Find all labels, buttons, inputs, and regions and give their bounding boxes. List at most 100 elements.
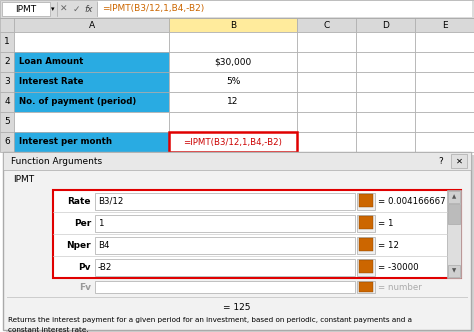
Bar <box>169 92 297 112</box>
Bar <box>169 112 297 132</box>
Text: 1: 1 <box>98 218 103 227</box>
Text: C: C <box>323 21 329 30</box>
Bar <box>6 155 474 332</box>
Bar <box>415 132 474 152</box>
Bar <box>0 32 14 52</box>
Text: 1: 1 <box>4 38 10 46</box>
Bar <box>359 282 373 292</box>
Text: constant interest rate.: constant interest rate. <box>8 327 89 332</box>
Bar <box>297 112 356 132</box>
Bar <box>415 32 474 52</box>
Text: Pv: Pv <box>79 263 91 272</box>
Bar <box>2 2 50 16</box>
Bar <box>357 281 375 293</box>
Text: = number: = number <box>378 283 422 291</box>
Text: B: B <box>230 21 236 30</box>
Text: D: D <box>382 21 389 30</box>
Bar <box>95 259 355 276</box>
Bar <box>297 132 356 152</box>
Text: 5: 5 <box>4 118 10 126</box>
Text: 2: 2 <box>4 57 10 66</box>
Bar <box>359 238 373 251</box>
Bar <box>169 52 297 72</box>
Bar <box>415 92 474 112</box>
Text: =IPMT(B3/12,1,B4,-B2): =IPMT(B3/12,1,B4,-B2) <box>102 5 204 14</box>
Text: Nper: Nper <box>66 240 91 250</box>
Bar <box>415 112 474 132</box>
Bar <box>357 236 375 254</box>
Bar <box>356 112 415 132</box>
Bar <box>95 193 355 209</box>
Text: = -30000: = -30000 <box>378 263 419 272</box>
Bar <box>448 265 460 277</box>
Bar <box>297 32 356 52</box>
Bar <box>415 72 474 92</box>
Bar <box>356 52 415 72</box>
Text: ?: ? <box>438 156 443 165</box>
Bar <box>14 132 169 152</box>
Bar <box>53 190 461 278</box>
Bar <box>95 281 355 293</box>
Text: fx: fx <box>85 5 93 14</box>
Text: 4: 4 <box>4 98 10 107</box>
Text: ▲: ▲ <box>452 195 456 200</box>
Text: Interest Rate: Interest Rate <box>19 77 83 87</box>
Text: 12: 12 <box>228 98 239 107</box>
Text: = 0.004166667: = 0.004166667 <box>378 197 446 206</box>
Text: = 125: = 125 <box>223 302 251 311</box>
Text: = 12: = 12 <box>378 240 399 250</box>
Text: B3/12: B3/12 <box>98 197 123 206</box>
Bar <box>0 52 14 72</box>
Bar <box>357 193 375 209</box>
Bar <box>0 72 14 92</box>
Bar <box>14 112 169 132</box>
Text: Interest per month: Interest per month <box>19 137 112 146</box>
Bar <box>448 204 460 224</box>
Bar <box>95 236 355 254</box>
Bar <box>0 92 14 112</box>
Bar <box>169 132 297 152</box>
Text: =IPMT(B3/12,1,B4,-B2): =IPMT(B3/12,1,B4,-B2) <box>183 137 283 146</box>
Bar <box>14 18 169 32</box>
Text: Function Arguments: Function Arguments <box>11 156 102 165</box>
Bar <box>297 52 356 72</box>
Bar <box>0 18 14 32</box>
Text: Rate: Rate <box>67 197 91 206</box>
Bar <box>95 214 355 231</box>
Bar <box>297 18 356 32</box>
Text: ▼: ▼ <box>452 269 456 274</box>
Bar <box>415 52 474 72</box>
Bar <box>356 132 415 152</box>
Text: IPMT: IPMT <box>16 5 36 14</box>
Bar <box>359 260 373 273</box>
Bar <box>98 1 472 17</box>
Bar <box>0 132 14 152</box>
Bar <box>14 52 169 72</box>
Bar <box>169 18 297 32</box>
Text: Fv: Fv <box>79 283 91 291</box>
Bar <box>297 72 356 92</box>
Bar <box>356 32 415 52</box>
Bar <box>447 190 461 278</box>
Bar <box>448 191 460 203</box>
Bar <box>356 18 415 32</box>
Bar <box>3 152 471 170</box>
Text: No. of payment (period): No. of payment (period) <box>19 98 136 107</box>
Bar <box>14 32 169 52</box>
Bar <box>14 72 169 92</box>
Text: ✓: ✓ <box>72 5 80 14</box>
Text: $30,000: $30,000 <box>214 57 252 66</box>
Bar <box>357 259 375 276</box>
Text: -B2: -B2 <box>98 263 112 272</box>
Bar <box>359 194 373 207</box>
Text: 3: 3 <box>4 77 10 87</box>
Bar <box>169 72 297 92</box>
Bar <box>359 216 373 229</box>
Text: ▾: ▾ <box>51 6 55 12</box>
Text: Returns the interest payment for a given period for an investment, based on peri: Returns the interest payment for a given… <box>8 317 412 323</box>
Bar <box>14 92 169 112</box>
Text: ✕: ✕ <box>456 156 463 165</box>
Bar <box>297 92 356 112</box>
Bar <box>357 214 375 231</box>
Text: 5%: 5% <box>226 77 240 87</box>
